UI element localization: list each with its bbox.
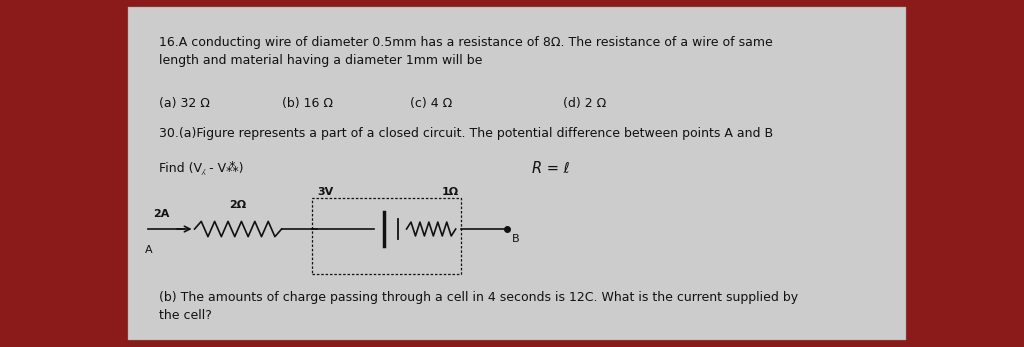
Text: R = ℓ: R = ℓ [532, 161, 570, 176]
Text: (c) 4 Ω: (c) 4 Ω [410, 97, 452, 110]
Bar [312, 198, 461, 274]
Text: (a) 32 Ω: (a) 32 Ω [159, 97, 210, 110]
Bar [128, 7, 906, 340]
Text: (d) 2 Ω: (d) 2 Ω [563, 97, 606, 110]
Text: B: B [512, 234, 519, 244]
Text: A: A [144, 245, 153, 255]
Text: 2A: 2A [154, 209, 170, 219]
Text: Find (V⁁ - V⁂): Find (V⁁ - V⁂) [159, 161, 244, 175]
Text: (b) The amounts of charge passing through a cell in 4 seconds is 12C. What is th: (b) The amounts of charge passing throug… [159, 291, 798, 322]
Text: 16.A conducting wire of diameter 0.5mm has a resistance of 8Ω. The resistance of: 16.A conducting wire of diameter 0.5mm h… [159, 36, 772, 67]
Text: 2Ω: 2Ω [229, 200, 247, 210]
Text: 30.(a)Figure represents a part of a closed circuit. The potential difference bet: 30.(a)Figure represents a part of a clos… [159, 127, 773, 139]
Text: 1Ω: 1Ω [441, 187, 459, 197]
Text: (b) 16 Ω: (b) 16 Ω [282, 97, 333, 110]
Text: 3V: 3V [317, 187, 334, 197]
